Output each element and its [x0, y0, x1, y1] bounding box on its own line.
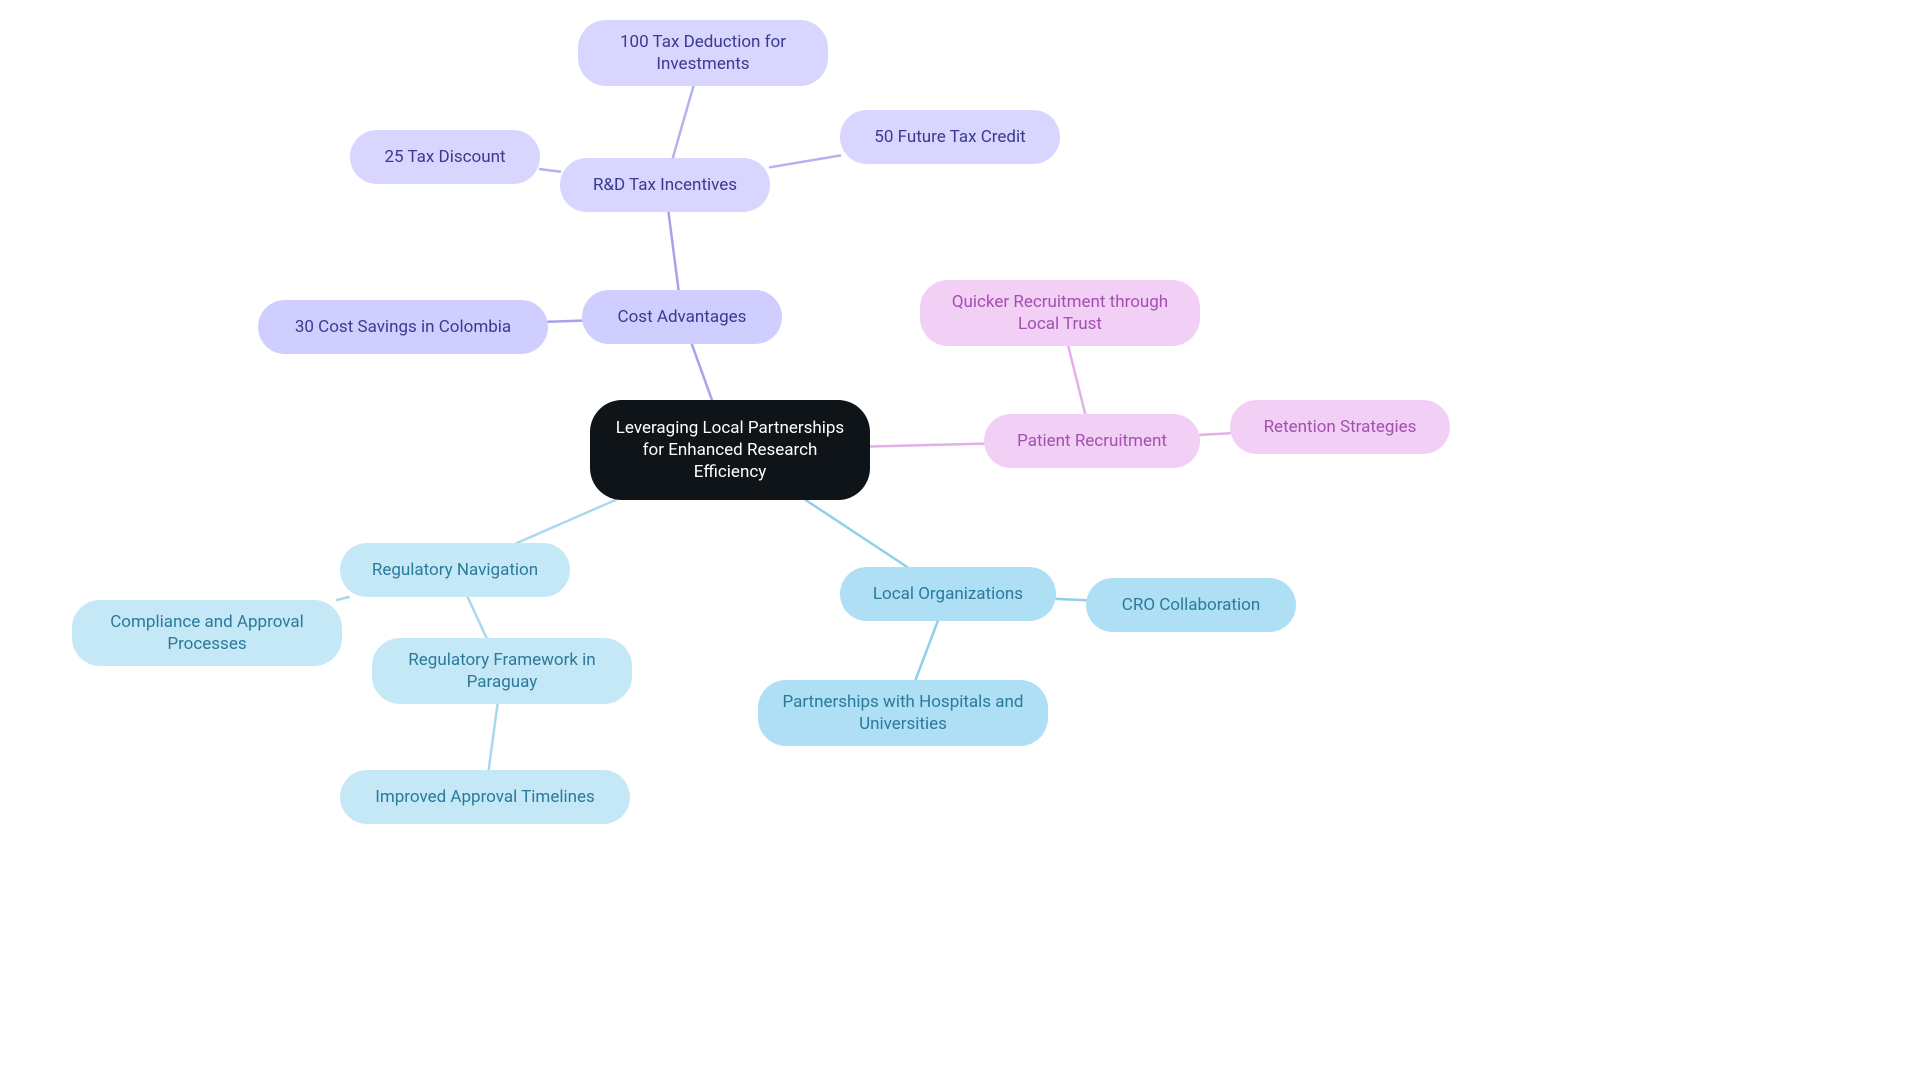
- node-cost-30: 30 Cost Savings in Colombia: [258, 300, 548, 354]
- node-td100: 100 Tax Deduction for Investments: [578, 20, 828, 86]
- edge: [1200, 433, 1230, 435]
- edge: [692, 344, 712, 400]
- node-local-cro: CRO Collaboration: [1086, 578, 1296, 632]
- node-rd: R&D Tax Incentives: [560, 158, 770, 212]
- node-root: Leveraging Local Partnerships for Enhanc…: [590, 400, 870, 500]
- node-pr: Patient Recruitment: [984, 414, 1200, 468]
- edge: [870, 444, 984, 447]
- node-cost: Cost Advantages: [582, 290, 782, 344]
- edge: [337, 597, 349, 600]
- edge: [806, 500, 907, 567]
- edge: [915, 621, 937, 680]
- node-local: Local Organizations: [840, 567, 1056, 621]
- node-td25: 25 Tax Discount: [350, 130, 540, 184]
- edge: [548, 321, 582, 322]
- edge: [540, 169, 560, 172]
- edge: [468, 597, 487, 638]
- edge: [517, 500, 616, 543]
- node-local-hosp: Partnerships with Hospitals and Universi…: [758, 680, 1048, 746]
- edge: [668, 212, 678, 290]
- edge: [770, 156, 840, 168]
- edge: [1068, 346, 1085, 414]
- node-pr-trust: Quicker Recruitment through Local Trust: [920, 280, 1200, 346]
- node-reg: Regulatory Navigation: [340, 543, 570, 597]
- edge: [489, 704, 498, 770]
- edge: [673, 86, 694, 158]
- node-td50: 50 Future Tax Credit: [840, 110, 1060, 164]
- node-reg-comp: Compliance and Approval Processes: [72, 600, 342, 666]
- node-reg-py: Regulatory Framework in Paraguay: [372, 638, 632, 704]
- edge: [1056, 599, 1086, 600]
- node-pr-ret: Retention Strategies: [1230, 400, 1450, 454]
- node-reg-time: Improved Approval Timelines: [340, 770, 630, 824]
